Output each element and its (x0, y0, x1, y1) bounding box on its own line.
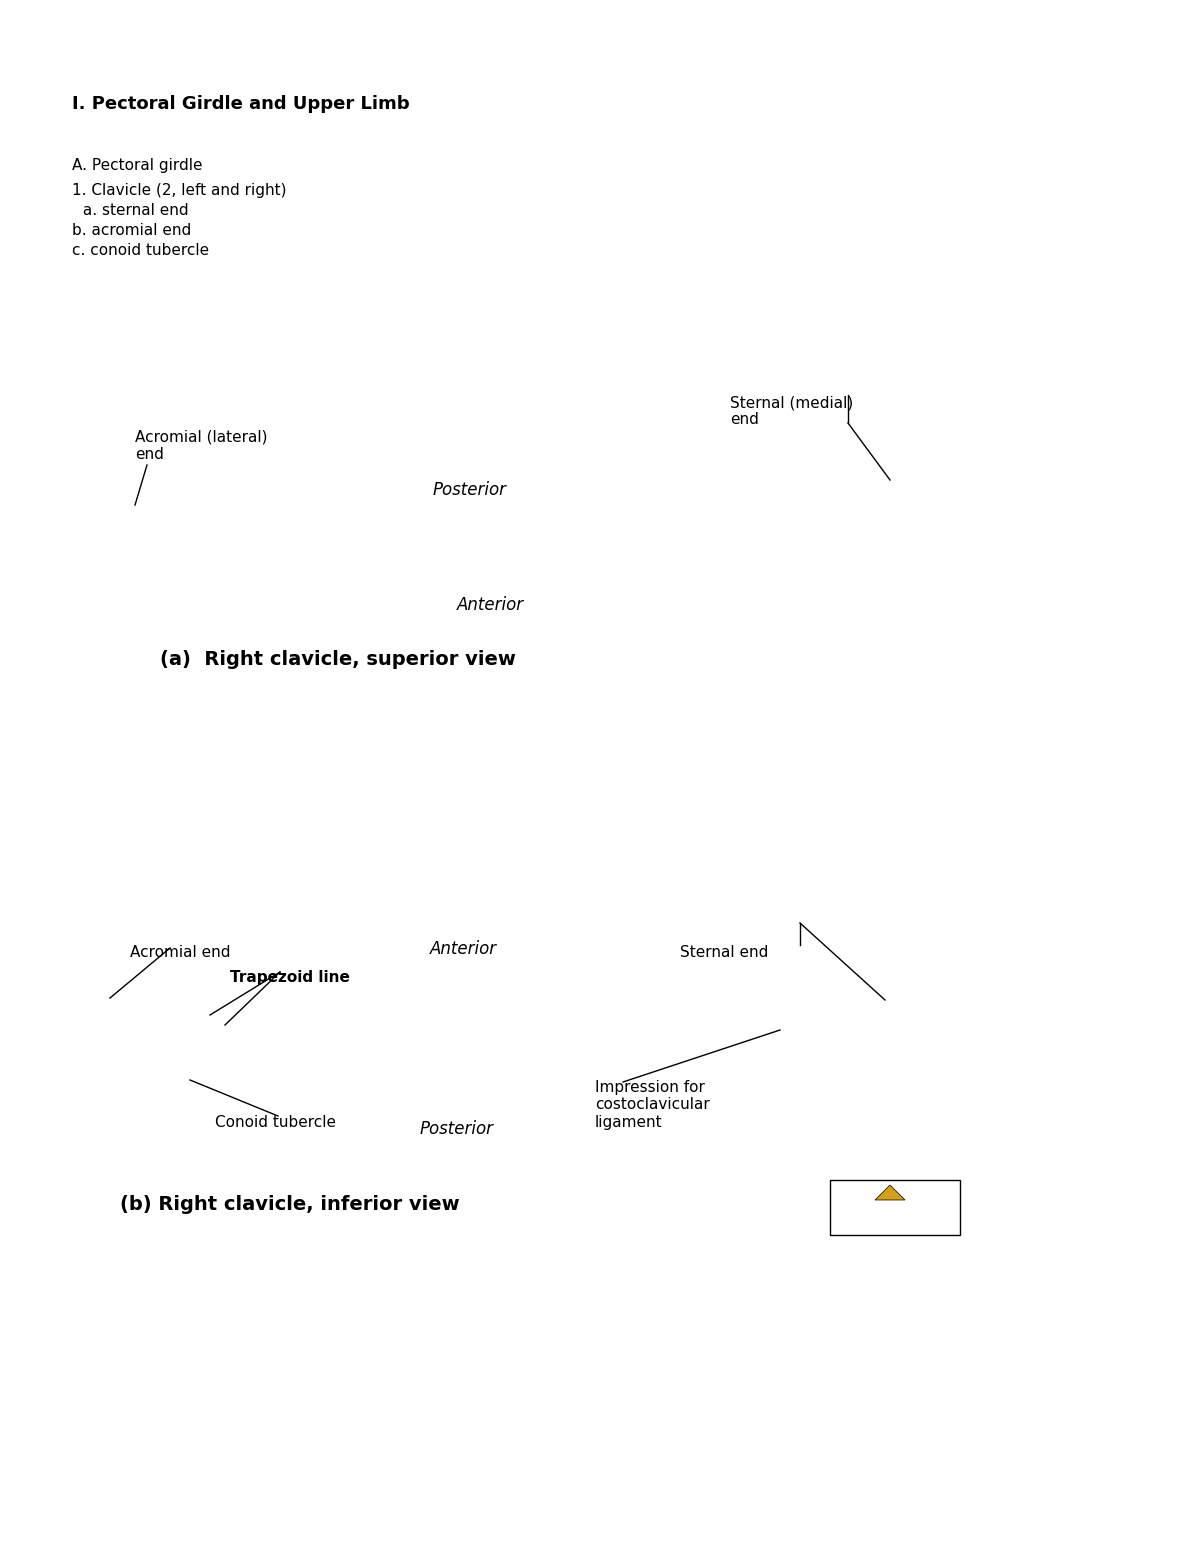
Polygon shape (875, 1185, 905, 1200)
Text: A. Pectoral girdle: A. Pectoral girdle (72, 158, 203, 172)
Text: a. sternal end: a. sternal end (78, 203, 188, 217)
Text: Posterior: Posterior (420, 1120, 494, 1138)
Text: Impression for
costoclavicular
ligament: Impression for costoclavicular ligament (595, 1079, 709, 1129)
Text: Sternal end: Sternal end (680, 944, 768, 960)
Text: (a)  Right clavicle, superior view: (a) Right clavicle, superior view (160, 651, 516, 669)
Text: Posterior: Posterior (433, 481, 508, 499)
Text: Trapezoid line: Trapezoid line (230, 971, 350, 985)
Text: Acromial (lateral)
end: Acromial (lateral) end (134, 430, 268, 463)
Text: Anterior: Anterior (456, 596, 523, 613)
Text: c. conoid tubercle: c. conoid tubercle (72, 242, 209, 258)
Text: 1. Clavicle (2, left and right): 1. Clavicle (2, left and right) (72, 183, 287, 197)
Text: (b) Right clavicle, inferior view: (b) Right clavicle, inferior view (120, 1194, 460, 1214)
Text: I. Pectoral Girdle and Upper Limb: I. Pectoral Girdle and Upper Limb (72, 95, 409, 113)
Text: Anterior: Anterior (430, 940, 497, 958)
Text: Conoid tubercle: Conoid tubercle (215, 1115, 336, 1131)
Bar (830, 1180, 960, 1235)
Text: Sternal (medial)
end: Sternal (medial) end (730, 394, 853, 427)
Text: Acromial end: Acromial end (130, 944, 230, 960)
Text: b. acromial end: b. acromial end (72, 224, 191, 238)
